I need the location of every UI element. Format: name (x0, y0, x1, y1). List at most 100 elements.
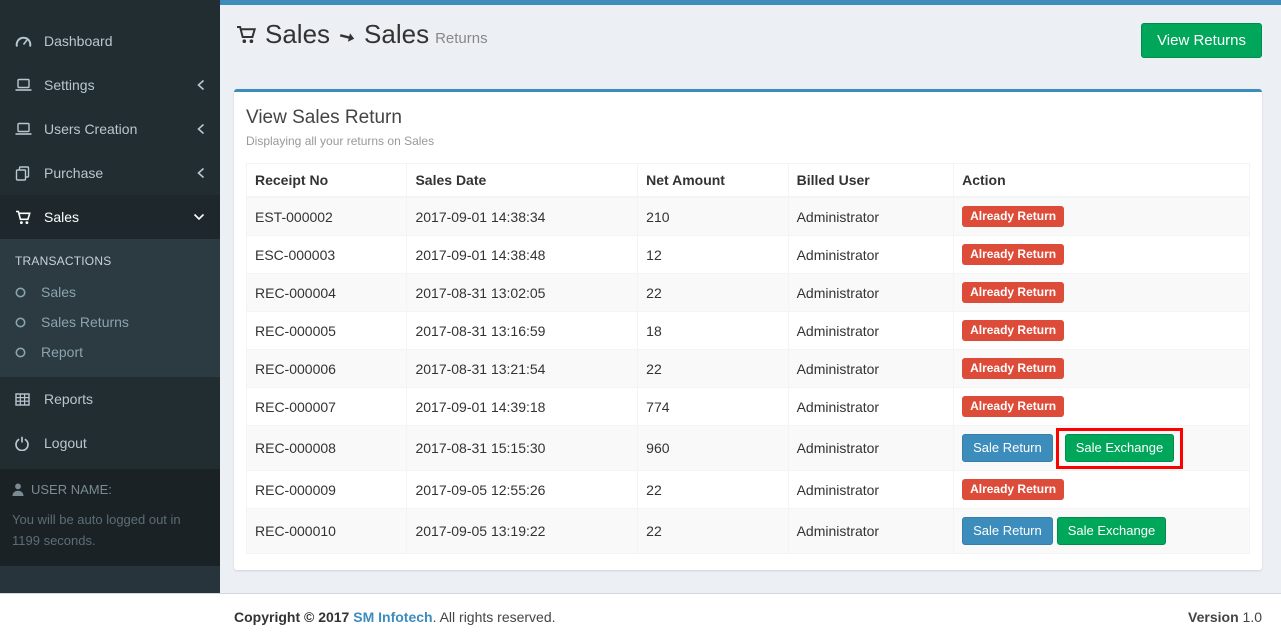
col-header-action: Action (953, 163, 1250, 198)
cell-sales-date: 2017-08-31 15:15:30 (406, 425, 639, 471)
cell-billed-user: Administrator (787, 311, 955, 350)
red-highlight-box: Sale Exchange (1055, 427, 1184, 469)
cell-sales-date: 2017-08-31 13:16:59 (406, 311, 639, 350)
cell-receipt-no: ESC-000003 (245, 235, 408, 274)
sidebar-item-sales[interactable]: Sales (0, 195, 220, 239)
cell-action: Already Return (953, 273, 1250, 312)
sales-return-panel: View Sales Return Displaying all your re… (234, 89, 1262, 570)
sale-return-button[interactable]: Sale Return (962, 517, 1053, 545)
sidebar-item-logout[interactable]: Logout (0, 421, 220, 465)
table-row: REC-000006 2017-08-31 13:21:54 22 Admini… (245, 349, 1250, 388)
cell-net-amount: 22 (637, 508, 789, 554)
cell-sales-date: 2017-09-01 14:38:34 (406, 196, 639, 236)
cell-action: Already Return (953, 235, 1250, 274)
cell-sales-date: 2017-09-01 14:38:48 (406, 235, 639, 274)
user-icon (12, 483, 24, 496)
view-returns-button[interactable]: View Returns (1141, 23, 1262, 58)
cell-net-amount: 774 (637, 387, 789, 426)
sidebar-item-label: Purchase (44, 165, 104, 181)
sidebar-item-dashboard[interactable]: Dashboard (0, 19, 220, 63)
col-header-billed-user: Billed User (787, 163, 955, 198)
cart-icon (15, 210, 35, 225)
sales-returns-table: Receipt No Sales Date Net Amount Billed … (245, 163, 1250, 554)
gauge-icon (15, 34, 35, 49)
cell-receipt-no: REC-000008 (245, 425, 408, 471)
submenu-item-label: Sales (41, 284, 77, 300)
col-header-receipt-no: Receipt No (245, 163, 408, 198)
sidebar-item-label: Reports (44, 391, 94, 407)
sidebar-item-label: Settings (44, 77, 95, 93)
cell-net-amount: 960 (637, 425, 789, 471)
copyright-prefix: Copyright © 2017 (234, 608, 350, 625)
sidebar-item-reports[interactable]: Reports (0, 377, 220, 421)
sale-exchange-button[interactable]: Sale Exchange (1056, 517, 1167, 545)
table-row: REC-000004 2017-08-31 13:02:05 22 Admini… (245, 273, 1250, 312)
already-return-badge: Already Return (962, 358, 1065, 379)
cell-billed-user: Administrator (787, 425, 955, 471)
cell-receipt-no: REC-000009 (245, 470, 408, 509)
cell-billed-user: Administrator (787, 387, 955, 426)
cell-billed-user: Administrator (787, 349, 955, 388)
user-name-label: USER NAME: (31, 482, 112, 497)
cell-action: Already Return (953, 311, 1250, 350)
submenu-item-report[interactable]: Report (0, 337, 220, 367)
submenu-item-label: Report (41, 344, 84, 360)
content-header: Sales Sales Returns View Returns (220, 5, 1281, 58)
chevron-left-icon (197, 123, 205, 135)
cell-action: Already Return (953, 387, 1250, 426)
sidebar-item-settings[interactable]: Settings (0, 63, 220, 107)
already-return-badge: Already Return (962, 282, 1065, 303)
laptop-icon (15, 78, 35, 92)
cell-net-amount: 18 (637, 311, 789, 350)
submenu-header: TRANSACTIONS (15, 254, 112, 268)
cell-net-amount: 22 (637, 273, 789, 312)
cell-action: Already Return (953, 470, 1250, 509)
top-accent-bar (220, 0, 1281, 5)
already-return-badge: Already Return (962, 396, 1065, 417)
laptop-icon (15, 122, 35, 136)
chevron-down-icon (193, 213, 205, 221)
arrow-right-icon (339, 30, 355, 44)
already-return-badge: Already Return (962, 244, 1065, 265)
sidebar-item-purchase[interactable]: Purchase (0, 151, 220, 195)
cell-sales-date: 2017-09-05 12:55:26 (406, 470, 639, 509)
already-return-badge: Already Return (962, 320, 1065, 341)
table-row: REC-000007 2017-09-01 14:39:18 774 Admin… (245, 387, 1250, 426)
table-row: REC-000010 2017-09-05 13:19:22 22 Admini… (245, 508, 1250, 554)
cell-sales-date: 2017-08-31 13:02:05 (406, 273, 639, 312)
col-header-net-amount: Net Amount (637, 163, 789, 198)
cell-receipt-no: REC-000010 (245, 508, 408, 554)
breadcrumb-page-sub: Returns (435, 29, 488, 47)
sale-return-button[interactable]: Sale Return (962, 434, 1053, 462)
cell-billed-user: Administrator (787, 273, 955, 312)
cell-sales-date: 2017-09-01 14:39:18 (406, 387, 639, 426)
copy-icon (15, 165, 35, 181)
sidebar-menu: Dashboard Settings Users Creation (0, 0, 220, 465)
company-link[interactable]: SM Infotech (353, 608, 433, 625)
cell-billed-user: Administrator (787, 235, 955, 274)
copyright-text: Copyright © 2017 SM Infotech. All rights… (234, 609, 556, 625)
cell-net-amount: 12 (637, 235, 789, 274)
sidebar-item-users-creation[interactable]: Users Creation (0, 107, 220, 151)
table-icon (15, 392, 35, 406)
auto-logout-note: You will be auto logged out in 1199 seco… (12, 512, 181, 548)
submenu-item-sales-returns[interactable]: Sales Returns (0, 307, 220, 337)
cell-receipt-no: EST-000002 (245, 196, 408, 236)
sidebar-item-label: Logout (44, 435, 87, 451)
cell-action: Already Return (953, 349, 1250, 388)
cell-billed-user: Administrator (787, 508, 955, 554)
already-return-badge: Already Return (962, 206, 1065, 227)
cell-net-amount: 22 (637, 470, 789, 509)
cell-net-amount: 22 (637, 349, 789, 388)
table-row: REC-000008 2017-08-31 15:15:30 960 Admin… (245, 425, 1250, 471)
user-block: USER NAME: You will be auto logged out i… (0, 469, 220, 566)
table-header-row: Receipt No Sales Date Net Amount Billed … (245, 163, 1250, 198)
cell-sales-date: 2017-09-05 13:19:22 (406, 508, 639, 554)
cell-action: Sale Return Sale Exchange (953, 425, 1250, 471)
main-content: Sales Sales Returns View Returns View Sa… (220, 0, 1281, 593)
submenu-item-sales[interactable]: Sales (0, 277, 220, 307)
circle-icon (15, 317, 33, 328)
power-icon (15, 436, 35, 451)
sale-exchange-button[interactable]: Sale Exchange (1064, 433, 1175, 462)
sales-submenu: TRANSACTIONS Sales Sales Returns (0, 239, 220, 377)
